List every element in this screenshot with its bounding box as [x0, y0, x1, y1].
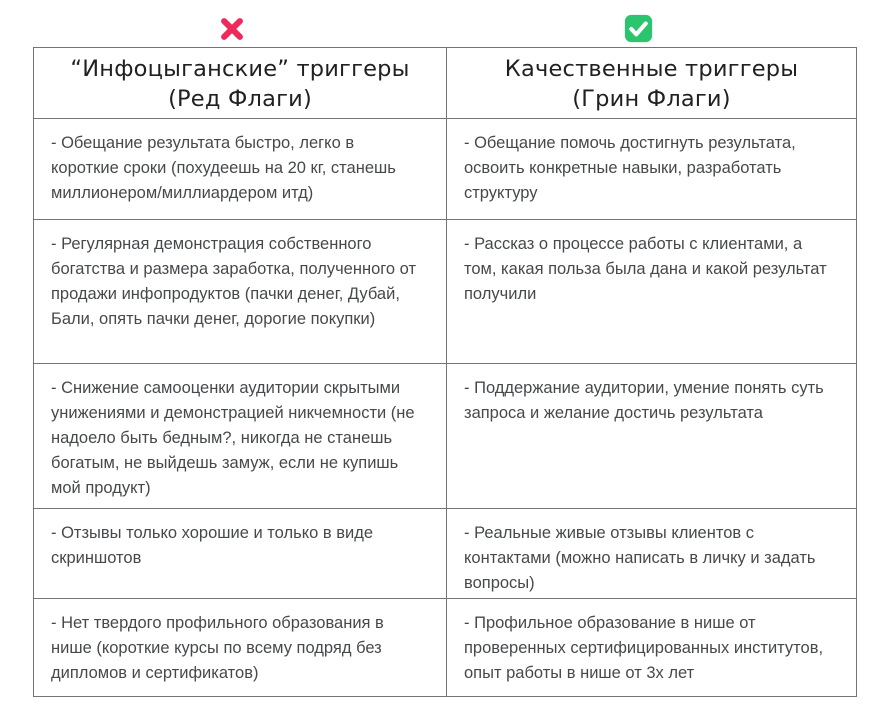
red-flag-cell-4: - Отзывы только хорошие и только в виде … — [34, 508, 446, 598]
green-flag-cell-4: - Реальные живые отзывы клиентов с конта… — [446, 508, 856, 598]
red-flag-cell-1: - Обещание результата быстро, легко в ко… — [34, 118, 446, 219]
header-red-line2: (Ред Флаги) — [168, 86, 312, 112]
green-flag-cell-3: - Поддержание аудитории, умение понять с… — [446, 363, 856, 508]
red-x-strokes — [221, 18, 243, 40]
green-flag-cell-2: - Рассказ о процессе работы с клиентами,… — [446, 219, 856, 363]
green-check-tick — [629, 21, 648, 37]
header-green-line2: (Грин Флаги) — [572, 86, 731, 112]
red-flag-cell-5: - Нет твердого профильного образования в… — [34, 598, 446, 696]
header-green-line1: Качественные триггеры — [504, 56, 799, 82]
table-header-green-flags: Качественные триггеры (Грин Флаги) — [446, 48, 856, 118]
table-header-red-flags: “Инфоцыганские” триггеры (Ред Флаги) — [34, 48, 446, 118]
green-check-icon — [624, 14, 653, 43]
comparison-table: “Инфоцыганские” триггеры (Ред Флаги) Кач… — [33, 47, 857, 697]
red-x-icon — [221, 18, 243, 40]
red-flag-cell-3: - Снижение самооценки аудитории скрытыми… — [34, 363, 446, 508]
green-flag-cell-5: - Профильное образование в нише от прове… — [446, 598, 856, 696]
green-check-box — [624, 14, 653, 43]
red-flag-cell-2: - Регулярная демонстрация собственного б… — [34, 219, 446, 363]
header-red-line1: “Инфоцыганские” триггеры — [70, 56, 410, 82]
green-flag-cell-1: - Обещание помочь достигнуть результата,… — [446, 118, 856, 219]
